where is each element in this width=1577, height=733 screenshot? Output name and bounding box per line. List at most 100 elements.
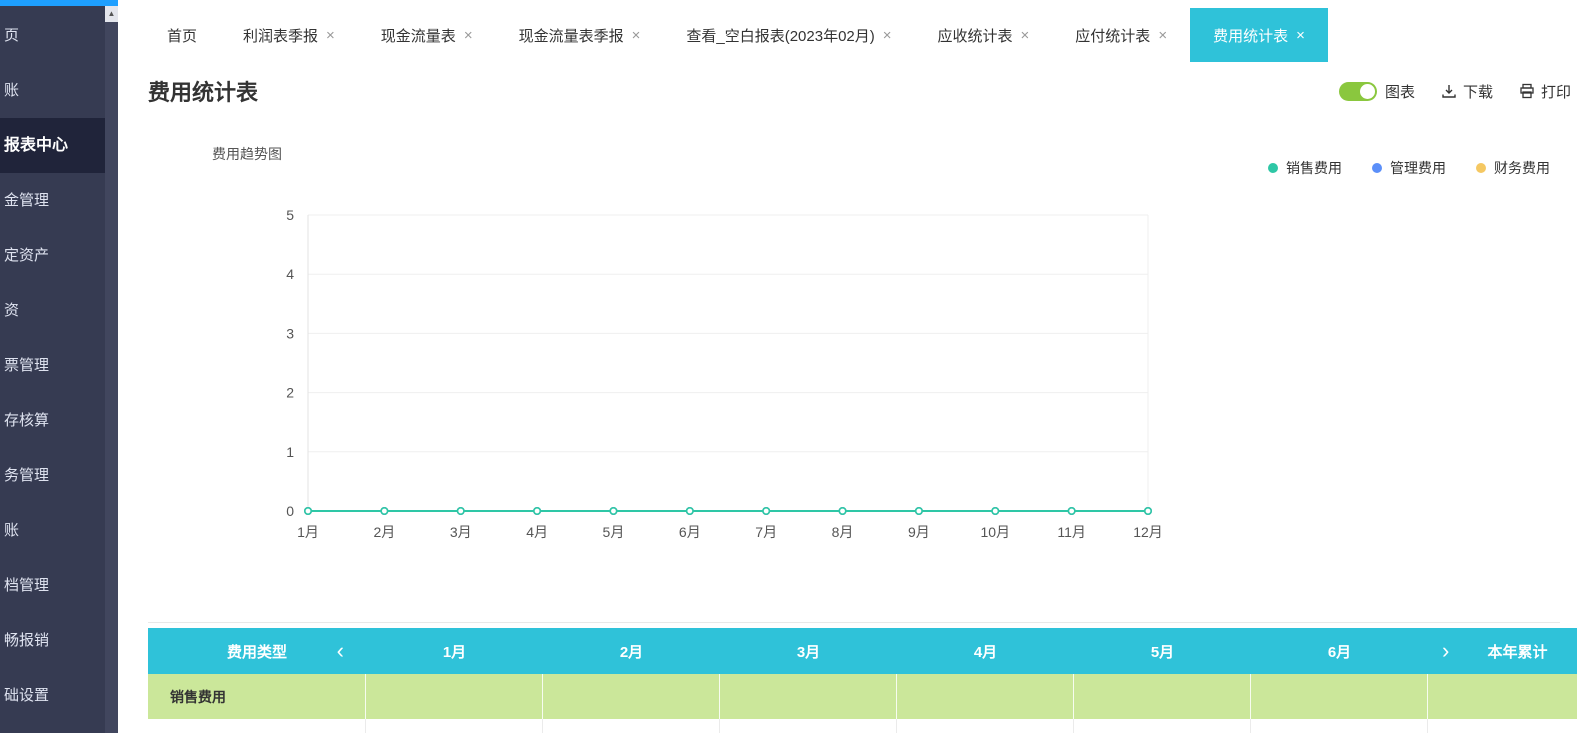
close-icon[interactable]: × [631, 26, 641, 44]
close-icon[interactable]: × [326, 26, 335, 44]
tab[interactable]: 现金流量表季报 × [496, 8, 664, 62]
legend-label: 财务费用 [1494, 160, 1550, 176]
sidebar-item[interactable]: 账 [4, 522, 20, 539]
sidebar-item[interactable]: 金管理 [4, 192, 50, 209]
svg-text:7月: 7月 [755, 524, 777, 540]
svg-text:9月: 9月 [908, 524, 930, 540]
toggle-knob [1359, 83, 1375, 99]
close-icon[interactable]: × [1020, 26, 1030, 44]
table-cell [366, 674, 543, 719]
table-header-cell: 2月 [619, 643, 644, 661]
toolbar: 图表 下载 打印 [1338, 81, 1571, 102]
close-icon[interactable]: × [1296, 26, 1305, 44]
tab-label: 应收统计表 [937, 27, 1013, 45]
table-row-sales-expense: 销售费用 [148, 674, 1577, 719]
sidebar-item[interactable]: 存核算 [4, 412, 50, 429]
download-button[interactable]: 下载 [1441, 81, 1493, 102]
close-icon[interactable]: × [463, 26, 473, 44]
sidebar-item[interactable]: 畅报销 [4, 632, 50, 649]
table-cell [720, 719, 897, 733]
table-header-cell: 3月 [796, 643, 821, 661]
close-icon[interactable]: × [882, 26, 892, 44]
sidebar-item[interactable]: 础设置 [4, 687, 50, 704]
legend-item-admin-expense[interactable]: 管理费用 [1372, 158, 1446, 178]
print-icon [1519, 83, 1535, 99]
svg-text:3: 3 [286, 325, 294, 341]
table-header: 费用类型 ‹ 1月 2月 3月 4月 5月 6月 › 本年累计 [148, 628, 1577, 674]
print-label: 打印 [1540, 83, 1571, 101]
table-cell [366, 719, 543, 733]
table-cell [543, 719, 720, 733]
tab-label: 首页 [167, 27, 198, 45]
tab-expense-report-active[interactable]: 费用统计表 × [1190, 8, 1328, 62]
svg-text:5: 5 [286, 207, 294, 223]
expense-table: 费用类型 ‹ 1月 2月 3月 4月 5月 6月 › 本年累计 销售费用 [148, 628, 1577, 733]
tab-label: 现金流量表季报 [518, 27, 624, 45]
trend-line-chart: 0 1 2 3 4 5 1月 2月 3月 4月 5月 6月 7月 8月 9月 10月 11月 12月 [286, 207, 1163, 540]
table-header-cell-year-total: › 本年累计 [1428, 638, 1577, 663]
tab[interactable]: 现金流量表 × [358, 8, 496, 62]
page-title: 费用统计表 [148, 80, 259, 105]
table-row [148, 719, 1577, 733]
chart-title: 费用趋势图 [212, 146, 282, 162]
tab[interactable]: 应付统计表 × [1052, 8, 1190, 62]
svg-text:1月: 1月 [297, 524, 319, 540]
svg-text:6月: 6月 [679, 524, 701, 540]
table-header-label: 本年累计 [1487, 643, 1548, 661]
chart-toggle-label: 图表 [1384, 83, 1415, 101]
legend-dot [1268, 163, 1278, 173]
close-icon[interactable]: × [1158, 26, 1168, 44]
table-header-label: 费用类型 [226, 643, 287, 661]
sidebar-nav: 页 账 报表中心 金管理 定资产 资 票管理 存核算 务管理 账 档管理 畅报销… [0, 0, 118, 723]
sidebar-item-report-center[interactable]: 报表中心 [0, 118, 118, 173]
svg-text:2月: 2月 [373, 524, 395, 540]
legend-dot [1476, 163, 1486, 173]
section-divider [148, 622, 1560, 623]
svg-text:2: 2 [286, 385, 294, 401]
table-cell [720, 674, 897, 719]
tab-bar: 首页 利润表季报 × 现金流量表 × 现金流量表季报 × 查看_空白报表(202… [118, 0, 1577, 62]
sidebar-item[interactable]: 定资产 [4, 247, 50, 264]
legend-label: 管理费用 [1390, 160, 1446, 176]
sidebar-item[interactable]: 资 [4, 302, 20, 319]
legend-item-sales-expense[interactable]: 销售费用 [1268, 158, 1342, 178]
svg-text:3月: 3月 [450, 524, 472, 540]
tab[interactable]: 查看_空白报表(2023年02月) × [663, 8, 914, 62]
tab-label: 应付统计表 [1075, 27, 1151, 45]
legend-item-finance-expense[interactable]: 财务费用 [1476, 158, 1550, 178]
tab[interactable]: 利润表季报 × [220, 8, 358, 62]
sidebar-scrollbar[interactable]: ▲ [105, 6, 118, 733]
svg-text:8月: 8月 [832, 524, 854, 540]
table-cell [1251, 719, 1428, 733]
tab-home[interactable]: 首页 [144, 8, 220, 62]
next-columns-icon[interactable]: › [1442, 638, 1450, 663]
svg-text:4月: 4月 [526, 524, 548, 540]
scroll-up-icon[interactable]: ▲ [105, 6, 118, 22]
table-header-cell: 5月 [1150, 643, 1175, 661]
chart-toggle[interactable]: 图表 [1338, 81, 1415, 102]
tab-label: 现金流量表 [380, 27, 456, 45]
scrollbar-thumb[interactable] [105, 22, 118, 733]
legend-dot [1372, 163, 1382, 173]
table-cell [148, 719, 366, 733]
svg-text:11月: 11月 [1057, 524, 1086, 540]
svg-text:0: 0 [286, 503, 294, 519]
toggle-switch-icon[interactable] [1338, 81, 1377, 101]
tab[interactable]: 应收统计表 × [915, 8, 1053, 62]
svg-text:1: 1 [286, 444, 294, 460]
main-area: 首页 利润表季报 × 现金流量表 × 现金流量表季报 × 查看_空白报表(202… [118, 0, 1577, 733]
print-button[interactable]: 打印 [1519, 81, 1571, 102]
download-label: 下载 [1462, 83, 1493, 101]
sidebar-top-accent [0, 0, 118, 6]
table-cell [1074, 674, 1251, 719]
sidebar-item[interactable]: 页 [4, 27, 20, 44]
table-cell [897, 674, 1074, 719]
prev-columns-icon[interactable]: ‹ [336, 638, 344, 663]
sidebar-item[interactable]: 账 [4, 82, 20, 99]
sidebar-item[interactable]: 票管理 [4, 357, 50, 374]
table-cell [1074, 719, 1251, 733]
sidebar-item[interactable]: 务管理 [4, 467, 50, 484]
sidebar-item[interactable]: 档管理 [4, 577, 50, 594]
tab-label: 费用统计表 [1213, 27, 1289, 45]
